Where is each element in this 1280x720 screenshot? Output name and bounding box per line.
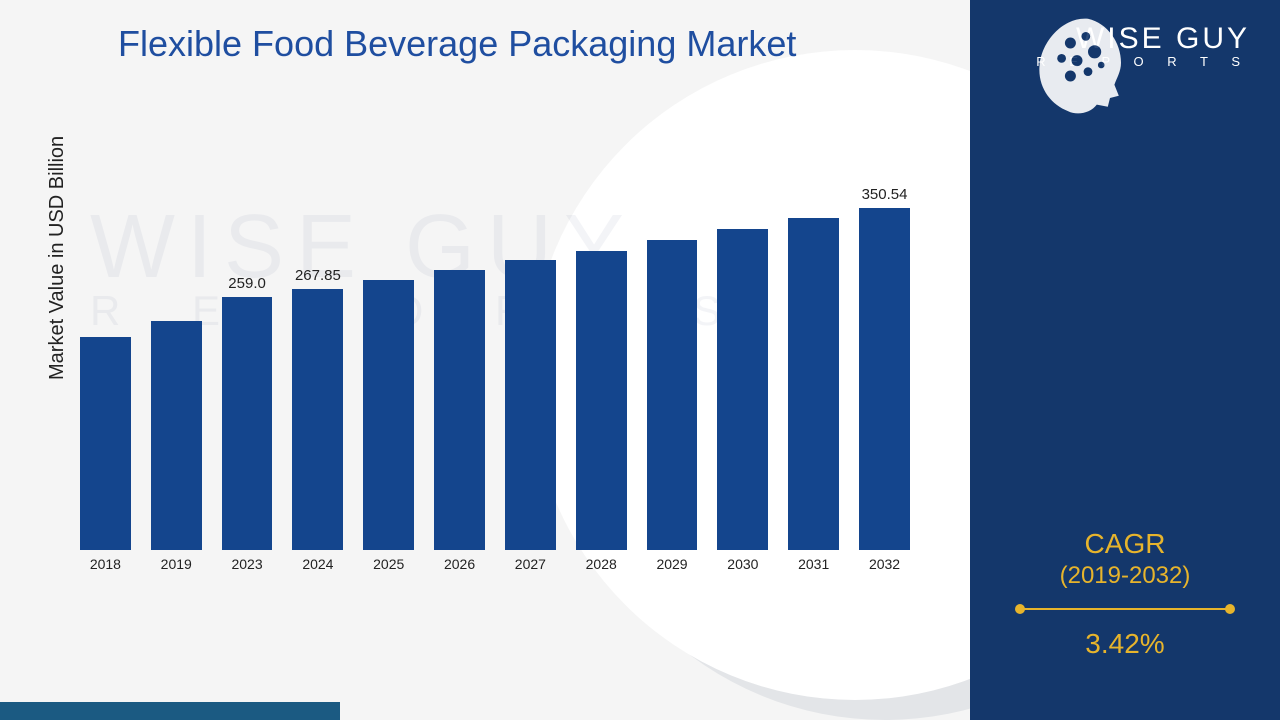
x-tick-label: 2019 <box>151 550 202 580</box>
bar-rect <box>505 260 556 550</box>
bar-2032: 350.54 <box>859 186 910 550</box>
bar-rect <box>647 240 698 550</box>
bar-rect <box>151 321 202 550</box>
x-tick-label: 2030 <box>717 550 768 580</box>
bar-2031 <box>788 196 839 550</box>
bar-rect <box>222 297 273 550</box>
x-tick-label: 2027 <box>505 550 556 580</box>
x-tick-label: 2032 <box>859 550 910 580</box>
chart-title: Flexible Food Beverage Packaging Market <box>118 22 796 65</box>
logo-head-icon <box>1022 10 1132 120</box>
bar-2019 <box>151 299 202 550</box>
cagr-box: CAGR (2019-2032) 3.42% <box>1010 528 1240 660</box>
bar-rect <box>80 337 131 550</box>
x-axis: 2018 2019 2023 2024 2025 2026 2027 2028 2029 2030… <box>80 550 910 580</box>
bar-rect <box>788 218 839 550</box>
x-tick-label: 2031 <box>788 550 839 580</box>
bar-2030 <box>717 207 768 550</box>
bar-2027 <box>505 238 556 550</box>
cagr-range: (2019-2032) <box>1010 562 1240 590</box>
bar-rect <box>576 251 627 550</box>
bar-2025 <box>363 258 414 550</box>
bar-rect <box>717 229 768 550</box>
x-tick-label: 2026 <box>434 550 485 580</box>
bar-2023: 259.0 <box>222 275 273 550</box>
bottom-accent-bar <box>0 702 340 720</box>
x-tick-label: 2028 <box>576 550 627 580</box>
bar-chart: 259.0267.85350.54 2018201920232024202520… <box>80 160 910 580</box>
bar-2026 <box>434 248 485 550</box>
bar-value-label: 350.54 <box>862 186 908 204</box>
cagr-divider <box>1020 608 1230 610</box>
bar-rect <box>292 289 343 550</box>
infographic-canvas: WISE GUY R E P O R T S Flexible Food Bev… <box>0 0 1280 720</box>
x-tick-label: 2023 <box>222 550 273 580</box>
bar-rect <box>363 280 414 550</box>
bar-2029 <box>647 218 698 550</box>
bars-container: 259.0 267.85 350.54 <box>80 160 910 550</box>
bar-rect <box>434 270 485 550</box>
y-axis-label: Market Value in USD Billion <box>46 136 69 380</box>
bar-2028 <box>576 229 627 550</box>
cagr-title: CAGR <box>1010 528 1240 560</box>
x-tick-label: 2029 <box>647 550 698 580</box>
cagr-value: 3.42% <box>1010 628 1240 660</box>
x-tick-label: 2024 <box>292 550 343 580</box>
x-tick-label: 2018 <box>80 550 131 580</box>
bar-value-label: 259.0 <box>228 275 266 293</box>
bar-2018 <box>80 315 131 550</box>
x-tick-label: 2025 <box>363 550 414 580</box>
bar-rect <box>859 208 910 550</box>
bar-value-label: 267.85 <box>295 267 341 285</box>
bar-2024: 267.85 <box>292 267 343 550</box>
